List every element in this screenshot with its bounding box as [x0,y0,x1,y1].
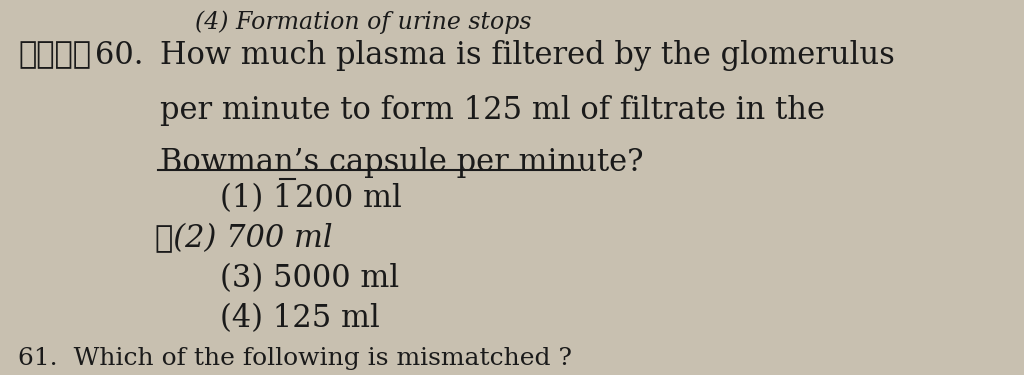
Text: (3) 5000 ml: (3) 5000 ml [220,263,399,294]
Text: (4) Formation of urine stops: (4) Formation of urine stops [195,10,531,33]
Text: Bowman’s capsule per minute?: Bowman’s capsule per minute? [160,147,643,178]
Text: (1) 1: (1) 1 [220,183,293,214]
Text: ✓(2) 700 ml: ✓(2) 700 ml [155,223,333,254]
Text: 200 ml: 200 ml [295,183,401,214]
Text: 60.: 60. [95,40,143,71]
Text: How much plasma is filtered by the glomerulus: How much plasma is filtered by the glome… [160,40,895,71]
Text: per minute to form 125 ml of filtrate in the: per minute to form 125 ml of filtrate in… [160,95,825,126]
Text: 61.  Which of the following is mismatched ?: 61. Which of the following is mismatched… [18,347,572,370]
Text: (4) 125 ml: (4) 125 ml [220,303,380,334]
Text: रुलस: रुलस [18,40,91,69]
